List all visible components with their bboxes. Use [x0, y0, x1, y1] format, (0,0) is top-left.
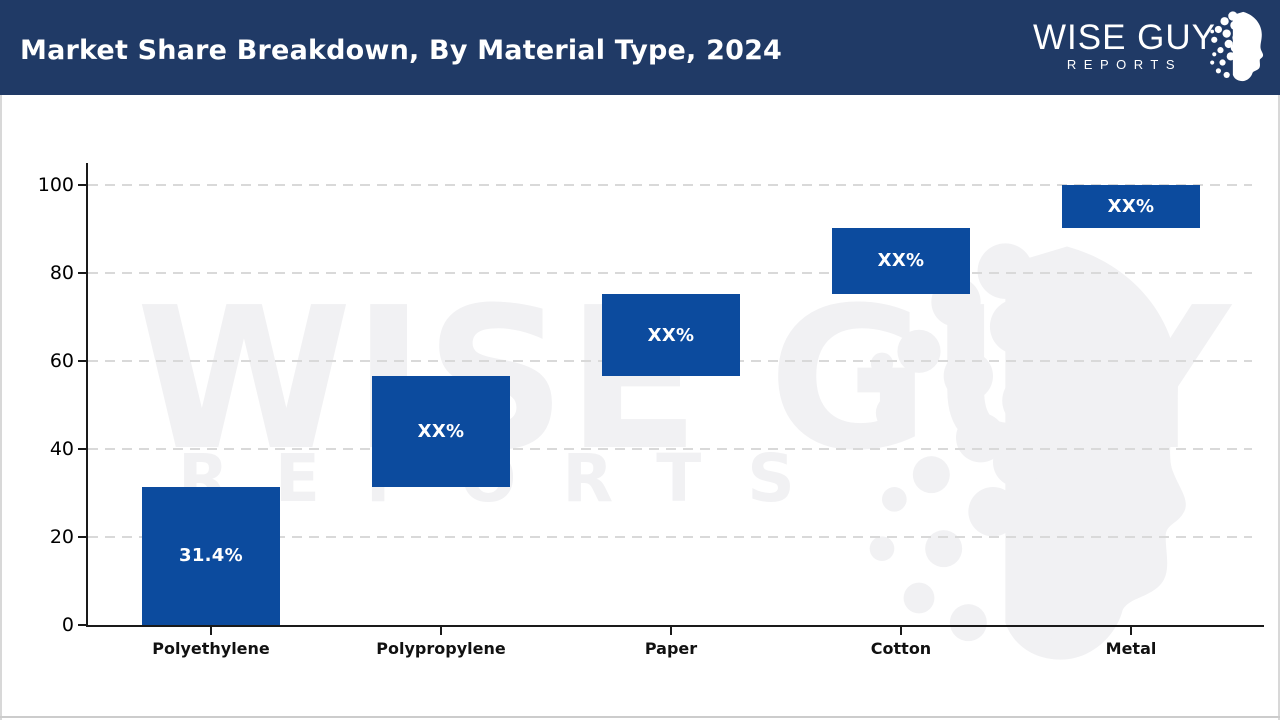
y-tick-label-80: 80: [49, 262, 74, 284]
x-tick-polypropylene: [440, 627, 442, 635]
y-tick-60: [78, 360, 86, 362]
gridline-20: [88, 536, 1252, 538]
category-label-polyethylene: Polyethylene: [152, 639, 270, 658]
gridline-100: [88, 184, 1252, 186]
bottom-edge-line: [0, 716, 1280, 718]
y-tick-0: [78, 624, 86, 626]
brand-name: WISE GUY: [1032, 17, 1216, 57]
y-axis-line: [86, 163, 88, 627]
bar-polyethylene: 31.4%: [142, 486, 280, 625]
category-label-paper: Paper: [644, 639, 698, 658]
category-label-polypropylene: Polypropylene: [376, 639, 506, 658]
bar-cotton: XX%: [832, 227, 970, 294]
y-tick-label-20: 20: [49, 526, 74, 548]
y-tick-80: [78, 272, 86, 274]
brand-logo: WISE GUY REPORTS: [1033, 8, 1268, 84]
y-tick-label-0: 0: [61, 614, 74, 636]
x-axis-line: [86, 625, 1264, 627]
bar-paper: XX%: [602, 293, 740, 377]
y-tick-label-40: 40: [49, 438, 74, 460]
bar-value-label-paper: XX%: [647, 324, 695, 346]
category-label-cotton: Cotton: [870, 639, 932, 658]
y-tick-100: [78, 184, 86, 186]
x-tick-metal: [1130, 627, 1132, 635]
bar-value-label-cotton: XX%: [877, 250, 925, 272]
y-tick-40: [78, 448, 86, 450]
bar-polypropylene: XX%: [372, 376, 510, 487]
x-tick-cotton: [900, 627, 902, 635]
bar-value-label-metal: XX%: [1107, 195, 1155, 217]
brand-subtitle: REPORTS: [1066, 57, 1183, 73]
gridline-40: [88, 448, 1252, 450]
bar-value-label-polypropylene: XX%: [417, 421, 465, 443]
page-title: Market Share Breakdown, By Material Type…: [20, 35, 783, 66]
header-band: Market Share Breakdown, By Material Type…: [0, 0, 1280, 95]
category-label-metal: Metal: [1105, 639, 1157, 658]
gridline-80: [88, 272, 1252, 274]
bar-metal: XX%: [1062, 185, 1200, 228]
x-tick-paper: [670, 627, 672, 635]
x-tick-polyethylene: [210, 627, 212, 635]
y-tick-20: [78, 536, 86, 538]
right-edge-line: [1278, 95, 1280, 720]
left-edge-line: [0, 95, 2, 720]
brand-logo-text: WISE GUY REPORTS: [1032, 17, 1216, 73]
y-tick-label-100: 100: [37, 174, 74, 196]
bar-value-label-polyethylene: 31.4%: [179, 545, 243, 567]
y-tick-label-60: 60: [49, 350, 74, 372]
